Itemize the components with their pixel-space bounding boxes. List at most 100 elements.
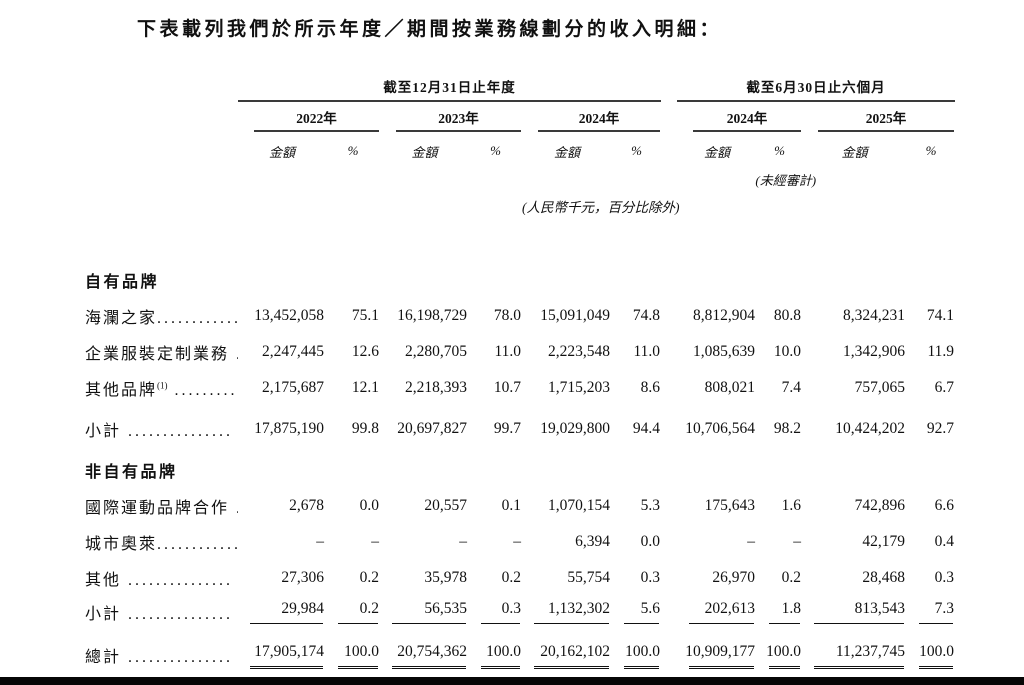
- col-group-interim: 截至6月30日止六個月: [677, 76, 956, 102]
- total-double-rule: [769, 666, 801, 669]
- subtotal-rule: [769, 623, 801, 624]
- row-subtotal-own: 小計 ............... 17,875,190 99.8 20,69…: [85, 406, 955, 452]
- units-note-row: (人民幣千元，百分比除外): [85, 196, 955, 224]
- col-group-annual: 截至12月31日止年度: [238, 76, 662, 102]
- footnote-marker: (1): [157, 380, 168, 391]
- total-double-rule: [250, 666, 323, 669]
- percent-cell: 10.0: [773, 343, 802, 360]
- percent-cell: 12.6: [351, 343, 379, 360]
- col-year-2025-interim: 2025年: [802, 101, 955, 132]
- percent-cell: 100.0: [907, 632, 955, 678]
- amount-cell: 29,984: [238, 596, 326, 632]
- row-label: 小計 ...............: [85, 606, 234, 623]
- revenue-breakdown-table: 截至12月31日止年度 截至6月30日止六個月 2022年 2023年 2024…: [85, 76, 956, 678]
- group-gap: [661, 101, 677, 132]
- total-double-rule: [338, 666, 378, 669]
- amount-cell: 27,306: [281, 569, 324, 586]
- amount-cell: 42,179: [862, 533, 906, 550]
- dot-leader: ....: [229, 500, 238, 517]
- amount-cell: 1,132,302: [522, 596, 612, 632]
- row-label: 小計 ...............: [85, 423, 234, 440]
- percent-cell: 7.3: [907, 596, 955, 632]
- dot-leader: .........: [167, 382, 238, 399]
- amount-cell: 15,091,049: [540, 307, 610, 324]
- row-total: 總計 ............... 17,905,174 100.0 20,7…: [85, 632, 955, 678]
- section-own-brands: 自有品牌: [85, 262, 955, 298]
- amount-cell: 1,085,639: [693, 343, 756, 360]
- group-gap: [661, 132, 677, 170]
- percent-cell: 100.0: [757, 632, 802, 678]
- amount-cell: 10,424,202: [835, 420, 906, 437]
- percent-cell: 0.2: [781, 569, 802, 586]
- col-year-2024: 2024年: [522, 101, 661, 132]
- row-subtotal-non-own: 小計 ............... 29,984 0.2 56,535 0.3…: [85, 596, 955, 632]
- percent-cell: 6.6: [934, 497, 955, 514]
- amount-header: 金額: [553, 144, 580, 160]
- dot-leader: ...............: [121, 649, 234, 666]
- total-double-rule: [689, 666, 755, 669]
- empty-cell: [85, 76, 238, 101]
- percent-cell: 98.2: [773, 420, 802, 437]
- percent-cell: –: [513, 533, 521, 550]
- section-header: 自有品牌: [85, 274, 160, 291]
- percent-cell: 11.0: [494, 343, 521, 360]
- amount-cell: 20,754,362: [380, 632, 469, 678]
- percent-cell: 75.1: [351, 307, 379, 324]
- percent-cell: 7.4: [781, 379, 802, 396]
- amount-cell: 8,812,904: [693, 307, 756, 324]
- amount-cell: 808,021: [704, 379, 756, 396]
- empty-cell: [85, 101, 238, 132]
- year-header-row: 2022年 2023年 2024年 2024年 2025年: [85, 101, 955, 132]
- empty-cell: [85, 132, 238, 170]
- subtotal-rule: [250, 623, 323, 624]
- dot-leader: ...............: [121, 572, 234, 589]
- percent-cell: 100.0: [612, 632, 661, 678]
- percent-header: %: [631, 143, 642, 158]
- percent-cell: 12.1: [351, 379, 379, 396]
- percent-cell: 74.1: [926, 307, 955, 324]
- percent-cell: –: [371, 533, 379, 550]
- amount-cell: 1,715,203: [548, 379, 610, 396]
- subtotal-rule: [814, 623, 905, 624]
- row-others: 其他 ............... 27,306 0.2 35,978 0.2…: [85, 560, 955, 596]
- percent-cell: 0.2: [359, 569, 379, 586]
- subtotal-rule: [624, 623, 660, 624]
- amount-cell: 55,754: [567, 569, 610, 586]
- row-label: 企業服裝定制業務 ....: [85, 334, 238, 370]
- percent-cell: 0.2: [501, 569, 521, 586]
- percent-cell: 0.0: [640, 533, 661, 550]
- percent-cell: 8.6: [640, 379, 661, 396]
- amount-cell: 10,909,177: [677, 632, 757, 678]
- row-label: 其他品牌(1) .........: [85, 380, 238, 399]
- row-label: 國際運動品牌合作 ....: [85, 488, 238, 524]
- row-label: 總計 ...............: [85, 649, 234, 666]
- amount-cell: –: [747, 533, 756, 550]
- percent-header: %: [925, 143, 937, 158]
- amount-header: 金額: [841, 144, 868, 160]
- percent-header: %: [347, 143, 359, 158]
- amount-cell: 16,198,729: [397, 307, 467, 324]
- amount-cell: –: [459, 533, 467, 550]
- amount-cell: 2,223,548: [548, 343, 610, 360]
- unaudited-note: (未經審計): [755, 173, 817, 188]
- amount-cell: 20,697,827: [397, 420, 467, 437]
- amount-header: 金額: [411, 144, 438, 160]
- dot-leader: ....: [229, 346, 238, 363]
- percent-cell: 0.4: [934, 533, 955, 550]
- amount-cell: 56,535: [380, 596, 469, 632]
- percent-header: %: [774, 143, 785, 158]
- total-double-rule: [481, 666, 520, 669]
- amount-cell: 2,678: [289, 497, 324, 514]
- subtotal-rule: [481, 623, 520, 624]
- unaudited-note-row: (未經審計): [85, 170, 955, 196]
- percent-header: %: [490, 143, 501, 158]
- subtotal-rule: [338, 623, 378, 624]
- subtotal-rule: [392, 623, 466, 624]
- amount-cell: 175,643: [704, 497, 756, 514]
- amount-cell: 8,324,231: [843, 307, 906, 324]
- row-label: 其他 ...............: [85, 572, 234, 589]
- percent-cell: 80.8: [773, 307, 802, 324]
- dot-leader: ...............: [121, 423, 234, 440]
- amount-header: 金額: [268, 144, 295, 160]
